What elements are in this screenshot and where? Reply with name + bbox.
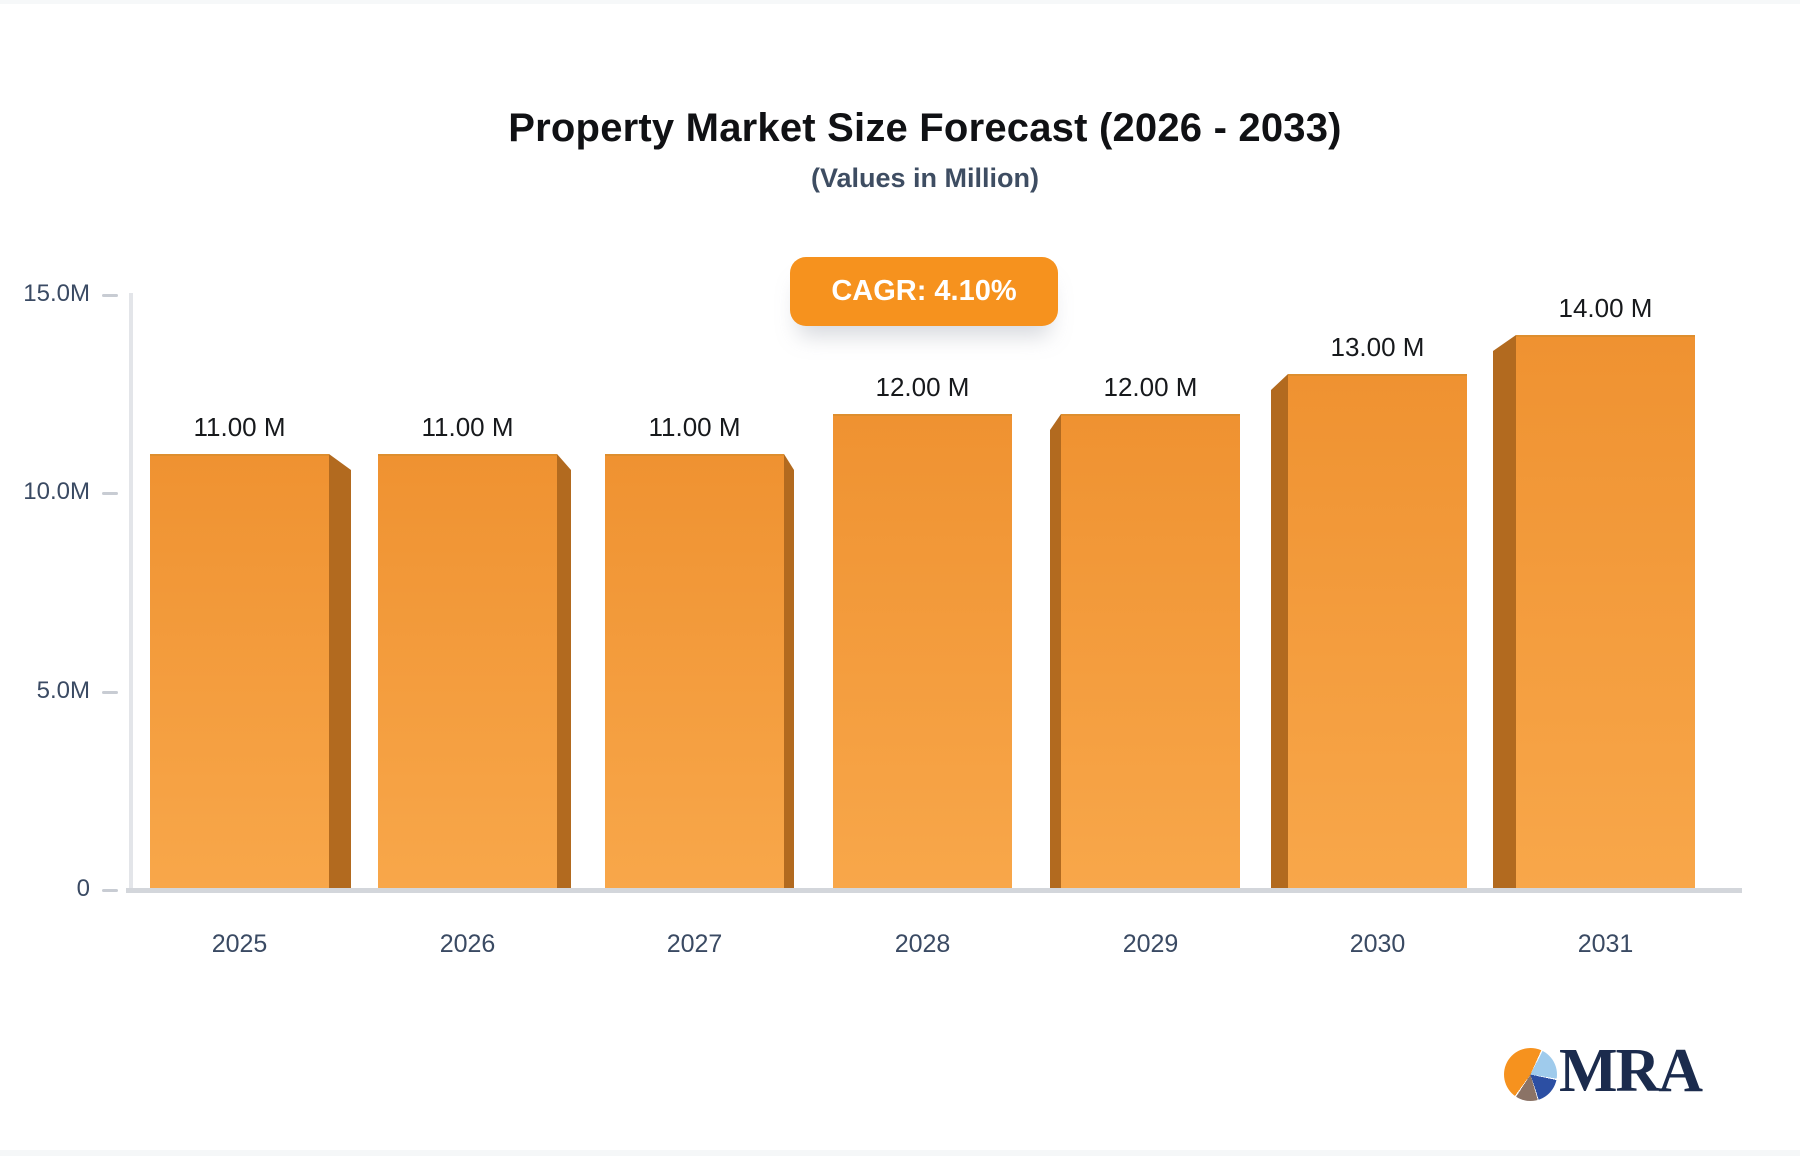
bar-value-label: 12.00 M <box>1103 372 1198 402</box>
bar-3d-side <box>784 454 794 890</box>
brand-logo: MRA <box>1504 1036 1703 1105</box>
x-axis-label: 2028 <box>894 930 951 958</box>
bar-3d-side <box>557 454 571 890</box>
bar-value-label: 14.00 M <box>1558 293 1653 323</box>
bar-value-label: 11.00 M <box>193 412 286 442</box>
y-axis-tick <box>102 691 118 694</box>
chart-header: Property Market Size Forecast (2026 - 20… <box>0 106 1800 194</box>
x-axis-label: 2029 <box>1122 930 1179 958</box>
x-axis-label: 2027 <box>666 930 723 958</box>
y-axis-tick <box>102 492 118 495</box>
cagr-badge: CAGR: 4.10% <box>790 257 1058 326</box>
bar-2026 <box>378 454 557 890</box>
y-axis-tick-label: 0 <box>76 875 90 902</box>
bar-value-label: 12.00 M <box>875 372 970 402</box>
x-axis-label: 2025 <box>211 930 268 958</box>
bar-value-label: 11.00 M <box>648 412 741 442</box>
bar-value-label: 11.00 M <box>421 412 514 442</box>
brand-logo-text: MRA <box>1559 1036 1703 1105</box>
x-axis-label: 2030 <box>1349 930 1406 958</box>
x-axis-label: 2031 <box>1577 930 1634 958</box>
bar-3d-side <box>329 454 351 890</box>
chart-title: Property Market Size Forecast (2026 - 20… <box>508 106 1342 150</box>
pie-chart-logo-icon <box>1504 1048 1557 1101</box>
bar-2030 <box>1288 374 1467 890</box>
bar-3d-side <box>1271 374 1288 890</box>
bar-2025 <box>150 454 329 890</box>
y-axis-line <box>129 293 133 890</box>
bar-2031 <box>1516 335 1695 890</box>
x-axis-label: 2026 <box>439 930 496 958</box>
y-axis-tick-label: 10.0M <box>23 478 90 505</box>
x-axis-baseline <box>126 888 1742 893</box>
bar-2028 <box>833 414 1012 890</box>
y-axis-tick-label: 5.0M <box>36 677 90 704</box>
chart-subtitle: (Values in Million) <box>810 163 1040 193</box>
y-axis-tick <box>102 889 118 892</box>
bar-2029 <box>1061 414 1240 890</box>
bar-value-label: 13.00 M <box>1330 332 1425 362</box>
bar-3d-side <box>1050 414 1061 890</box>
y-axis-tick-label: 15.0M <box>23 280 90 307</box>
y-axis-tick <box>102 294 118 297</box>
bar-2027 <box>605 454 784 890</box>
bar-3d-side <box>1493 335 1516 890</box>
